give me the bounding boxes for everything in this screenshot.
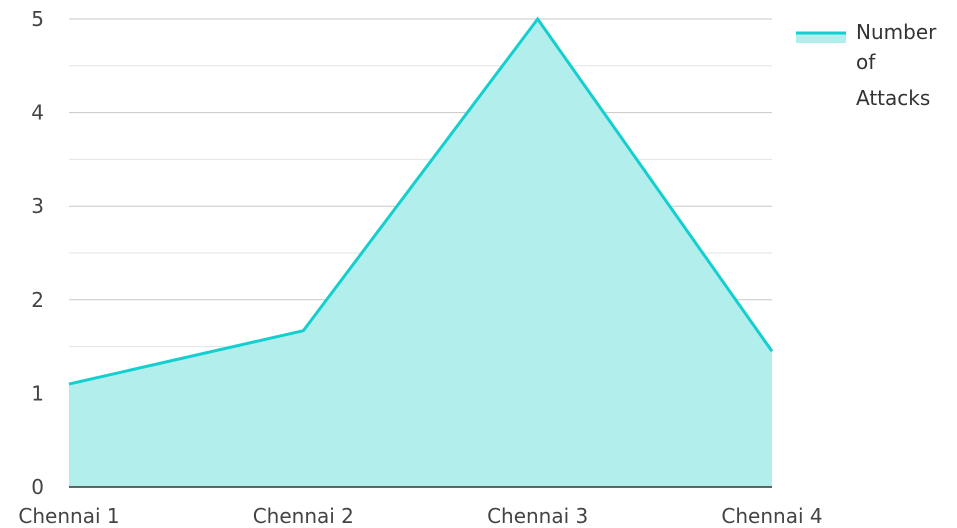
legend-swatch-fill <box>796 33 846 43</box>
y-tick-label: 0 <box>31 475 44 499</box>
y-tick-label: 5 <box>31 7 44 31</box>
series-area-fill <box>69 19 772 487</box>
series-line <box>68 16 774 386</box>
x-tick-label: Chennai 4 <box>721 504 822 528</box>
y-tick-label: 1 <box>31 381 44 405</box>
plot-area <box>68 16 774 487</box>
legend: Number of Attacks <box>796 20 937 110</box>
legend-label-line-2: of <box>856 50 876 74</box>
legend-label-line-3: Attacks <box>856 86 930 110</box>
x-axis-tick-labels: Chennai 1 Chennai 2 Chennai 3 Chennai 4 <box>18 504 822 528</box>
y-axis-tick-labels: 0 1 2 3 4 5 <box>31 7 44 499</box>
y-tick-label: 3 <box>31 194 44 218</box>
x-tick-label: Chennai 1 <box>18 504 119 528</box>
x-tick-label: Chennai 2 <box>253 504 354 528</box>
y-tick-label: 4 <box>31 101 44 125</box>
legend-label-line-1: Number <box>856 20 937 44</box>
x-tick-label: Chennai 3 <box>487 504 588 528</box>
y-tick-label: 2 <box>31 288 44 312</box>
